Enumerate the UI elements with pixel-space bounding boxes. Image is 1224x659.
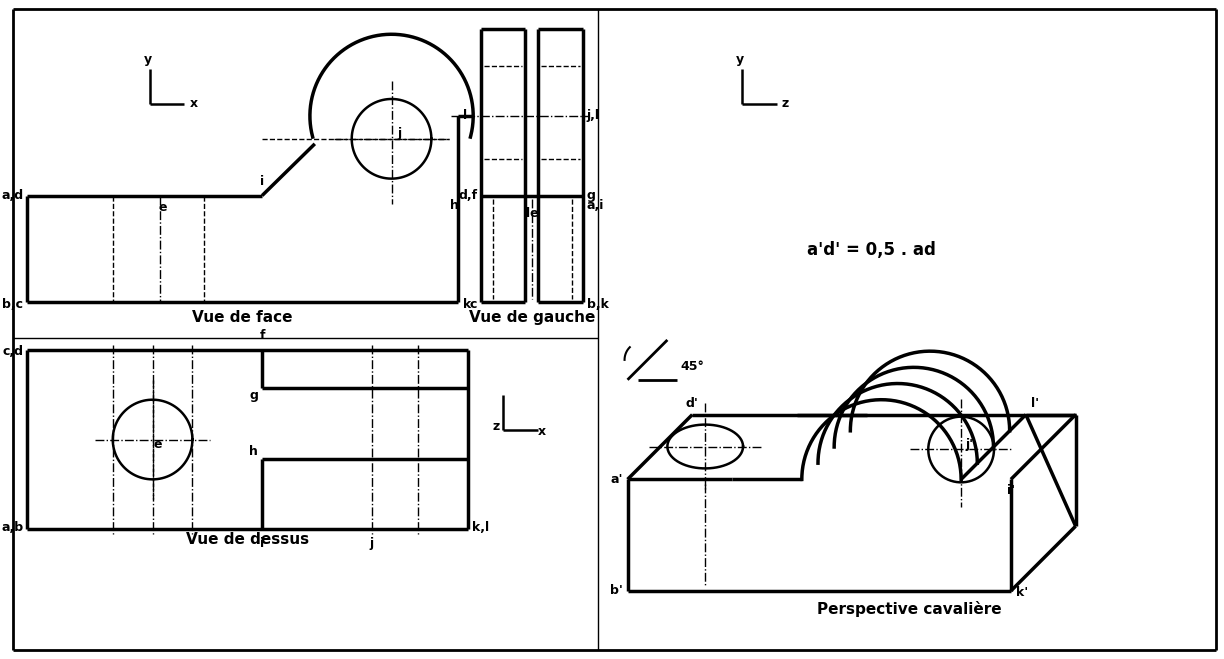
Text: a'd' = 0,5 . ad: a'd' = 0,5 . ad xyxy=(807,241,936,260)
Text: g: g xyxy=(250,389,258,402)
Text: l: l xyxy=(463,109,468,123)
Text: j,l: j,l xyxy=(586,109,600,123)
Text: x: x xyxy=(190,98,197,111)
Text: e: e xyxy=(153,438,162,451)
Text: d': d' xyxy=(685,397,699,410)
Text: z: z xyxy=(493,420,501,432)
Text: le: le xyxy=(525,207,539,220)
Text: k,l: k,l xyxy=(472,521,490,534)
Text: g: g xyxy=(586,189,596,202)
Text: Vue de gauche: Vue de gauche xyxy=(469,310,595,325)
Text: j': j' xyxy=(965,438,973,451)
Text: j: j xyxy=(370,537,373,550)
Text: b,k: b,k xyxy=(586,298,608,310)
Text: b,c: b,c xyxy=(2,298,23,310)
Text: c,d: c,d xyxy=(2,345,23,358)
Text: Vue de face: Vue de face xyxy=(192,310,293,325)
Text: i': i' xyxy=(1007,484,1015,498)
Text: c: c xyxy=(470,298,477,310)
Text: Vue de dessus: Vue de dessus xyxy=(186,532,308,547)
Text: e: e xyxy=(158,201,166,214)
Text: a,i: a,i xyxy=(586,199,605,212)
Text: h: h xyxy=(450,199,459,212)
Text: k': k' xyxy=(1016,587,1028,600)
Text: Perspective cavalière: Perspective cavalière xyxy=(818,601,1001,617)
Text: a,d: a,d xyxy=(1,189,23,202)
Text: 45°: 45° xyxy=(681,360,704,374)
Text: l': l' xyxy=(1031,397,1039,410)
Text: x: x xyxy=(537,424,546,438)
Text: a': a' xyxy=(610,473,623,486)
Text: b': b' xyxy=(610,585,623,598)
Text: y: y xyxy=(143,53,152,66)
Text: i: i xyxy=(259,537,264,550)
Text: a,b: a,b xyxy=(1,521,23,534)
Text: h: h xyxy=(250,445,258,458)
Text: y: y xyxy=(736,53,744,66)
Text: f: f xyxy=(259,329,264,342)
Text: k: k xyxy=(463,298,471,310)
Text: d,f: d,f xyxy=(458,189,477,202)
Text: j: j xyxy=(398,127,401,140)
Text: i: i xyxy=(259,175,264,188)
Text: z: z xyxy=(782,98,789,111)
